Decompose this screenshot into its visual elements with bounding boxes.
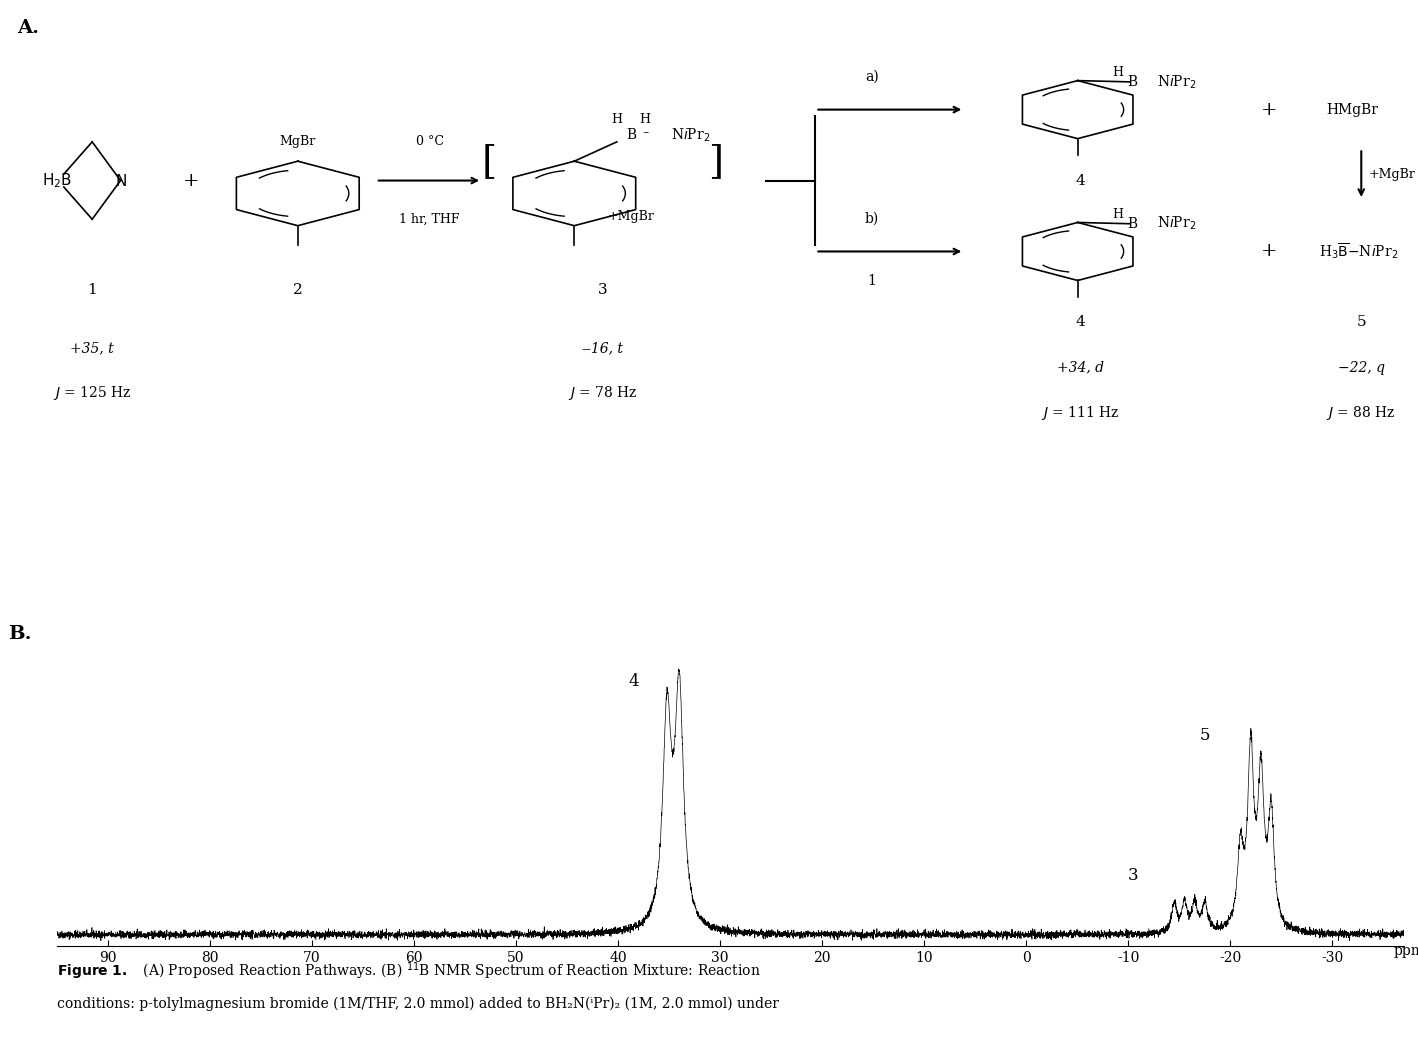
Text: 1: 1 <box>868 275 876 288</box>
Text: a): a) <box>865 70 879 84</box>
Text: ]: ] <box>709 142 723 180</box>
Text: 2: 2 <box>294 283 302 297</box>
Text: b): b) <box>865 212 879 226</box>
Text: 4: 4 <box>1076 174 1085 187</box>
Text: −22, q: −22, q <box>1337 361 1385 374</box>
Text: ppm: ppm <box>1394 944 1418 958</box>
Text: A.: A. <box>17 20 40 37</box>
Text: 1 hr, THF: 1 hr, THF <box>400 213 459 226</box>
Text: $J$ = 78 Hz: $J$ = 78 Hz <box>567 385 638 402</box>
Text: +: + <box>1261 101 1278 119</box>
Text: H: H <box>1112 208 1123 220</box>
Text: +MgBr: +MgBr <box>607 209 655 223</box>
Text: B: B <box>625 128 637 142</box>
Text: 1: 1 <box>88 283 96 297</box>
Text: N$i$Pr$_2$: N$i$Pr$_2$ <box>671 127 710 145</box>
Text: B: B <box>1127 75 1137 88</box>
Text: +MgBr: +MgBr <box>1368 167 1415 181</box>
Text: 3: 3 <box>598 283 607 297</box>
Text: 5: 5 <box>1200 727 1210 744</box>
Text: $\mathsf{H_2B}$: $\mathsf{H_2B}$ <box>41 172 72 190</box>
Text: ‒16, t: ‒16, t <box>583 341 623 356</box>
Text: HMgBr: HMgBr <box>1326 103 1378 116</box>
Text: $J$ = 111 Hz: $J$ = 111 Hz <box>1041 404 1120 421</box>
Text: +: + <box>1261 242 1278 260</box>
Text: conditions: p-tolylmagnesium bromide (1M/THF, 2.0 mmol) added to BH₂N(ⁱPr)₂ (1M,: conditions: p-tolylmagnesium bromide (1M… <box>57 996 778 1011</box>
Text: B: B <box>1127 216 1137 231</box>
Text: $\mathbf{Figure\ 1.}$   (A) Proposed Reaction Pathways. (B) $^{11}$B NMR Spectru: $\mathbf{Figure\ 1.}$ (A) Proposed React… <box>57 961 760 982</box>
Text: $^-$: $^-$ <box>641 130 651 140</box>
Text: MgBr: MgBr <box>279 135 316 149</box>
Text: 0 °C: 0 °C <box>415 135 444 149</box>
Text: +35, t: +35, t <box>71 341 113 356</box>
Text: B.: B. <box>9 625 33 644</box>
Text: H: H <box>640 112 651 126</box>
Text: 3: 3 <box>1129 866 1139 884</box>
Text: 4: 4 <box>1076 315 1085 330</box>
Text: H: H <box>611 112 623 126</box>
Text: [: [ <box>482 142 496 180</box>
Text: $J$ = 88 Hz: $J$ = 88 Hz <box>1326 404 1397 421</box>
Text: H$_3\overline{\rm B}$$-$N$i$Pr$_2$: H$_3\overline{\rm B}$$-$N$i$Pr$_2$ <box>1319 241 1398 261</box>
Text: N$i$Pr$_2$: N$i$Pr$_2$ <box>1157 73 1197 90</box>
Text: 5: 5 <box>1357 315 1366 330</box>
Text: +: + <box>183 172 200 189</box>
Text: $J$ = 125 Hz: $J$ = 125 Hz <box>52 385 132 402</box>
Text: +34, d: +34, d <box>1056 361 1105 374</box>
Text: N$i$Pr$_2$: N$i$Pr$_2$ <box>1157 215 1197 233</box>
Text: H: H <box>1112 66 1123 79</box>
Text: 4: 4 <box>628 673 638 691</box>
Text: $\mathsf{N}$: $\mathsf{N}$ <box>115 173 126 188</box>
